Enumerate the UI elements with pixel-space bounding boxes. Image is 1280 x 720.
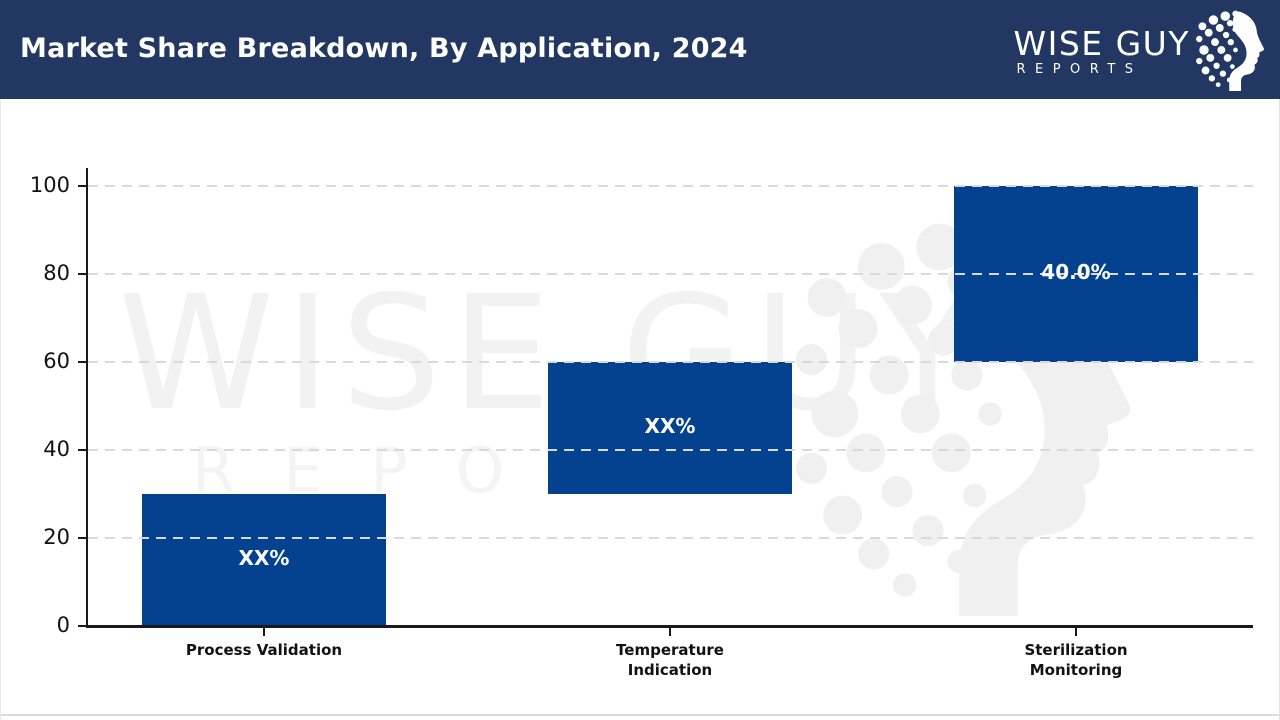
category-label-2: Temperature Indication [616, 641, 724, 679]
ytick-label-80: 80 [43, 261, 70, 285]
gridline-60 [88, 361, 1253, 363]
chart-title: Market Share Breakdown, By Application, … [20, 33, 748, 64]
bar-label-3: 40.0% [1041, 260, 1111, 284]
logo-text: WISE GUY REPORTS [1013, 23, 1190, 77]
ytick-mark-80 [78, 273, 88, 275]
xtick-mark-2 [669, 628, 671, 636]
bar-label-2: XX% [644, 414, 696, 438]
ytick-label-60: 60 [43, 349, 70, 373]
logo-head-icon [1196, 10, 1265, 91]
logo-wordmark: WISE GUY [1013, 23, 1190, 63]
category-label-1: Process Validation [185, 641, 343, 659]
gridline-40 [88, 449, 1253, 451]
bottom-divider [0, 714, 1280, 716]
ytick-mark-100 [78, 185, 88, 187]
header: Market Share Breakdown, By Application, … [0, 0, 1280, 99]
ytick-mark-20 [78, 537, 88, 539]
ytick-label-100: 100 [29, 173, 70, 197]
bar-2 [548, 362, 792, 494]
ytick-mark-0 [78, 625, 88, 627]
left-edge-border [0, 99, 1, 720]
gridline-80 [88, 273, 1253, 275]
ytick-mark-40 [78, 449, 88, 451]
plot-area: XX% XX% 40.0% 0 20 40 60 80 100 Process Validatio… [0, 99, 1280, 715]
xtick-mark-1 [263, 628, 265, 636]
logo-subtext: REPORTS [1016, 61, 1143, 77]
bar-1 [142, 494, 386, 626]
ytick-mark-60 [78, 361, 88, 363]
bar-label-1: XX% [238, 546, 290, 570]
gridline-100 [88, 185, 1253, 187]
ytick-label-40: 40 [43, 437, 70, 461]
brand-logo: WISE GUY REPORTS [1013, 9, 1266, 91]
x-axis-line [86, 625, 1253, 628]
ytick-label-0: 0 [56, 613, 70, 637]
xtick-mark-3 [1075, 628, 1077, 636]
category-label-3: Sterilization Monitoring [1024, 641, 1128, 679]
y-axis-line [86, 168, 88, 628]
gridline-20 [88, 537, 1253, 539]
ytick-label-20: 20 [43, 525, 70, 549]
